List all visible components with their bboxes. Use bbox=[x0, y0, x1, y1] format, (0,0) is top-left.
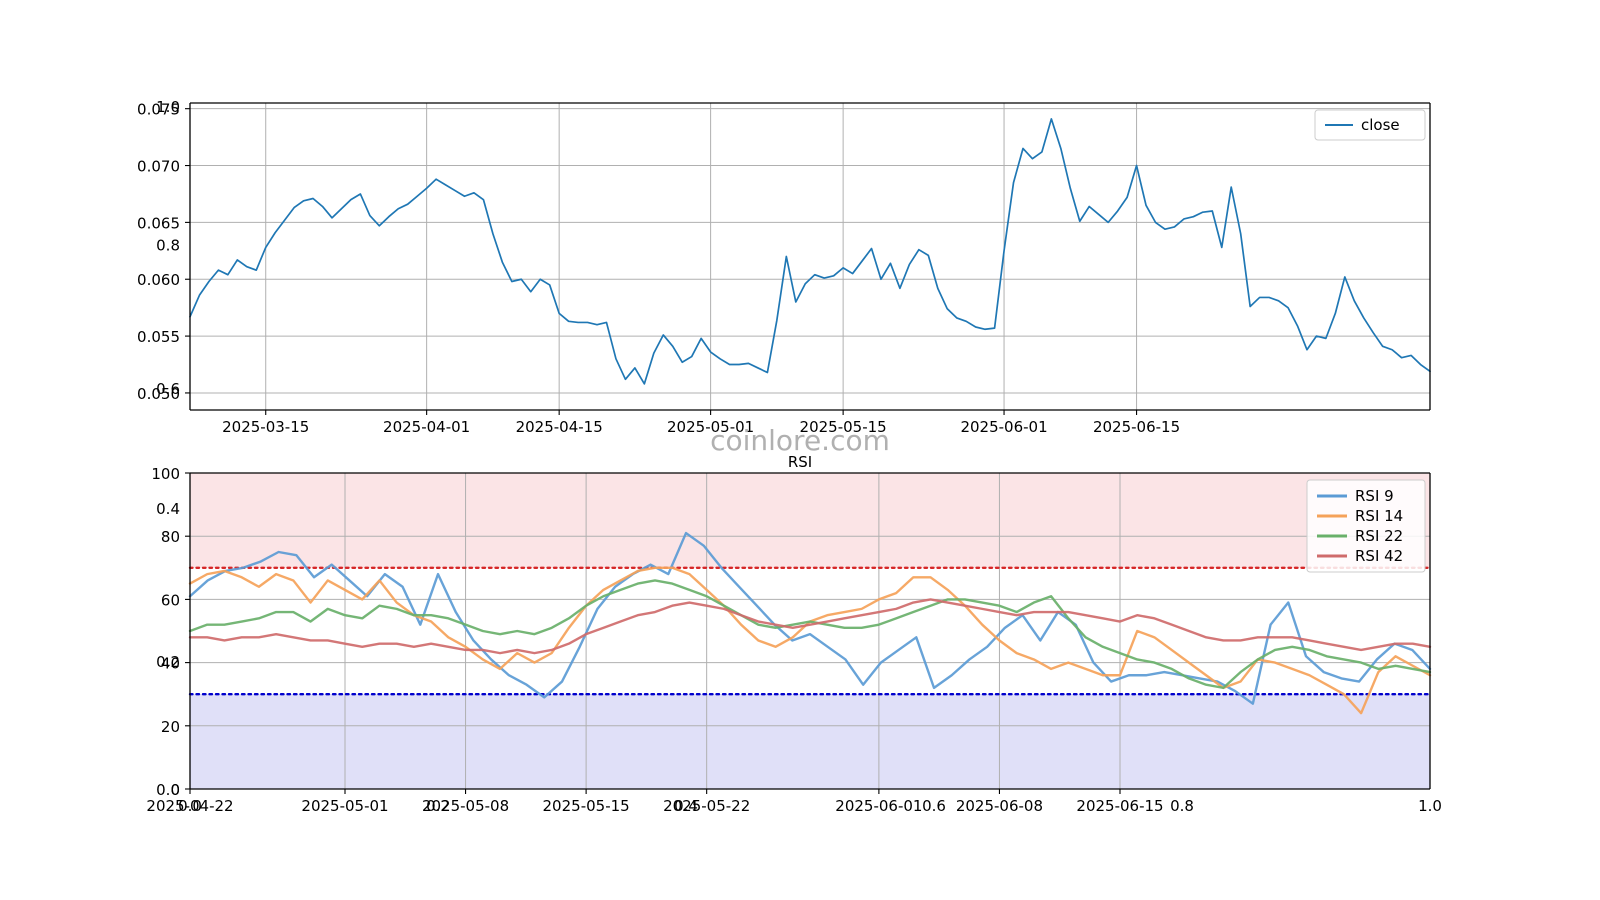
rsi-axis bbox=[185, 472, 1431, 794]
price-line-close bbox=[189, 118, 1431, 385]
rsi-x-tick-label-secondary: 1.0 bbox=[1418, 797, 1442, 815]
rsi-x-tick-label: 2025-06-15 bbox=[1076, 797, 1163, 815]
price-x-tick-label: 2025-04-01 bbox=[383, 418, 470, 436]
rsi-threshold-lines bbox=[188, 566, 1432, 696]
price-axis bbox=[185, 102, 1431, 415]
price-y-tick-label: 0.075 bbox=[137, 101, 180, 119]
price-y-tick-label: 0.050 bbox=[137, 385, 180, 403]
rsi-x-tick-label-secondary: 0.8 bbox=[1170, 797, 1194, 815]
price-y-tick-labels: 0.075 0.070 0.065 0.060 0.055 0.050 bbox=[137, 101, 180, 403]
rsi-band bbox=[190, 694, 1430, 789]
price-x-tick-label: 2025-04-15 bbox=[516, 418, 603, 436]
rsi-x-tick-label: 2025-05-22 bbox=[663, 797, 750, 815]
rsi-panel-title: RSI bbox=[788, 453, 812, 471]
price-y-tick-label: 0.070 bbox=[137, 158, 180, 176]
rsi-y-tick-label: 0 bbox=[170, 781, 180, 799]
rsi-x-tick-label: 2025-05-08 bbox=[422, 797, 509, 815]
price-series-group bbox=[189, 118, 1431, 385]
price-axis-frame bbox=[189, 102, 1431, 411]
price-x-tick-label: 2025-05-15 bbox=[800, 418, 887, 436]
rsi-line-RSI-22 bbox=[188, 579, 1432, 690]
rsi-axis-frame bbox=[189, 472, 1431, 790]
price-y-tick-label-secondary: 0.6 bbox=[156, 380, 180, 398]
price-panel: 0.075 0.070 0.065 0.060 0.055 0.050 1.0 0.8 0.6… bbox=[137, 98, 1431, 436]
rsi-y-tick-label: 80 bbox=[161, 528, 180, 546]
rsi-x-tick-label-secondary: 0.2 bbox=[426, 797, 450, 815]
rsi-line-RSI-42 bbox=[188, 598, 1432, 655]
rsi-x-tick-labels: 2025-04-22 2025-05-01 2025-05-08 2025-05-15… bbox=[146, 797, 1163, 815]
price-legend[interactable]: close bbox=[1314, 109, 1426, 141]
price-y-tick-label: 0.055 bbox=[137, 328, 180, 346]
price-x-tick-label: 2025-06-01 bbox=[960, 418, 1047, 436]
rsi-legend-label-RSI-42: RSI 42 bbox=[1355, 547, 1403, 565]
rsi-y-tick-labels: 100 80 60 40 20 0 bbox=[151, 465, 180, 799]
rsi-y-tick-label: 20 bbox=[161, 718, 180, 736]
price-y-tick-label-secondary: 0.8 bbox=[156, 237, 180, 255]
rsi-threshold-bands bbox=[190, 473, 1430, 789]
rsi-band bbox=[190, 473, 1430, 568]
rsi-y-tick-labels-secondary: 0.4 0.2 0.0 bbox=[156, 500, 180, 799]
rsi-legend-label-RSI-14: RSI 14 bbox=[1355, 507, 1403, 525]
rsi-y-tick-label-secondary: 0.0 bbox=[156, 781, 180, 799]
rsi-series-group bbox=[188, 531, 1432, 715]
price-legend-label-close: close bbox=[1361, 116, 1400, 134]
rsi-y-tick-label-secondary: 0.4 bbox=[156, 500, 180, 518]
rsi-legend[interactable]: RSI 9 RSI 14 RSI 22 RSI 42 bbox=[1306, 479, 1426, 573]
price-x-tick-label: 2025-03-15 bbox=[222, 418, 309, 436]
price-y-tick-label: 0.065 bbox=[137, 214, 180, 232]
rsi-x-tick-label-secondary: 0.6 bbox=[922, 797, 946, 815]
price-y-tick-label: 0.060 bbox=[137, 271, 180, 289]
rsi-x-tick-label: 2025-05-01 bbox=[301, 797, 388, 815]
price-y-tick-labels-secondary: 1.0 0.8 0.6 bbox=[156, 98, 180, 398]
price-y-tick-label-secondary: 1.0 bbox=[156, 98, 180, 116]
rsi-y-tick-label: 60 bbox=[161, 591, 180, 609]
rsi-y-tick-label-secondary: 0.2 bbox=[156, 653, 180, 671]
rsi-y-tick-label: 100 bbox=[151, 465, 180, 483]
rsi-y-tick-label: 40 bbox=[161, 655, 180, 673]
rsi-x-tick-label: 2025-06-01 bbox=[835, 797, 922, 815]
rsi-x-tick-label: 2025-06-08 bbox=[956, 797, 1043, 815]
price-legend-box[interactable] bbox=[1314, 109, 1426, 141]
price-x-tick-label: 2025-06-15 bbox=[1093, 418, 1180, 436]
price-x-tick-label: 2025-05-01 bbox=[667, 418, 754, 436]
rsi-legend-box[interactable] bbox=[1306, 479, 1426, 573]
rsi-x-tick-label-secondary: 0.4 bbox=[674, 797, 698, 815]
rsi-x-tick-label: 2025-04-22 bbox=[146, 797, 233, 815]
rsi-legend-label-RSI-22: RSI 22 bbox=[1355, 527, 1403, 545]
price-x-tick-labels: 2025-03-15 2025-04-01 2025-04-15 2025-05-01… bbox=[222, 418, 1180, 436]
rsi-x-tick-label: 2025-05-15 bbox=[543, 797, 630, 815]
rsi-legend-label-RSI-9: RSI 9 bbox=[1355, 487, 1394, 505]
rsi-x-tick-label-secondary: 0.0 bbox=[178, 797, 202, 815]
rsi-x-tick-labels-secondary: 0.0 0.2 0.4 0.6 0.8 1.0 bbox=[178, 797, 1442, 815]
rsi-line-RSI-9 bbox=[188, 531, 1432, 705]
coinlore-watermark: coinlore.com bbox=[710, 424, 890, 457]
